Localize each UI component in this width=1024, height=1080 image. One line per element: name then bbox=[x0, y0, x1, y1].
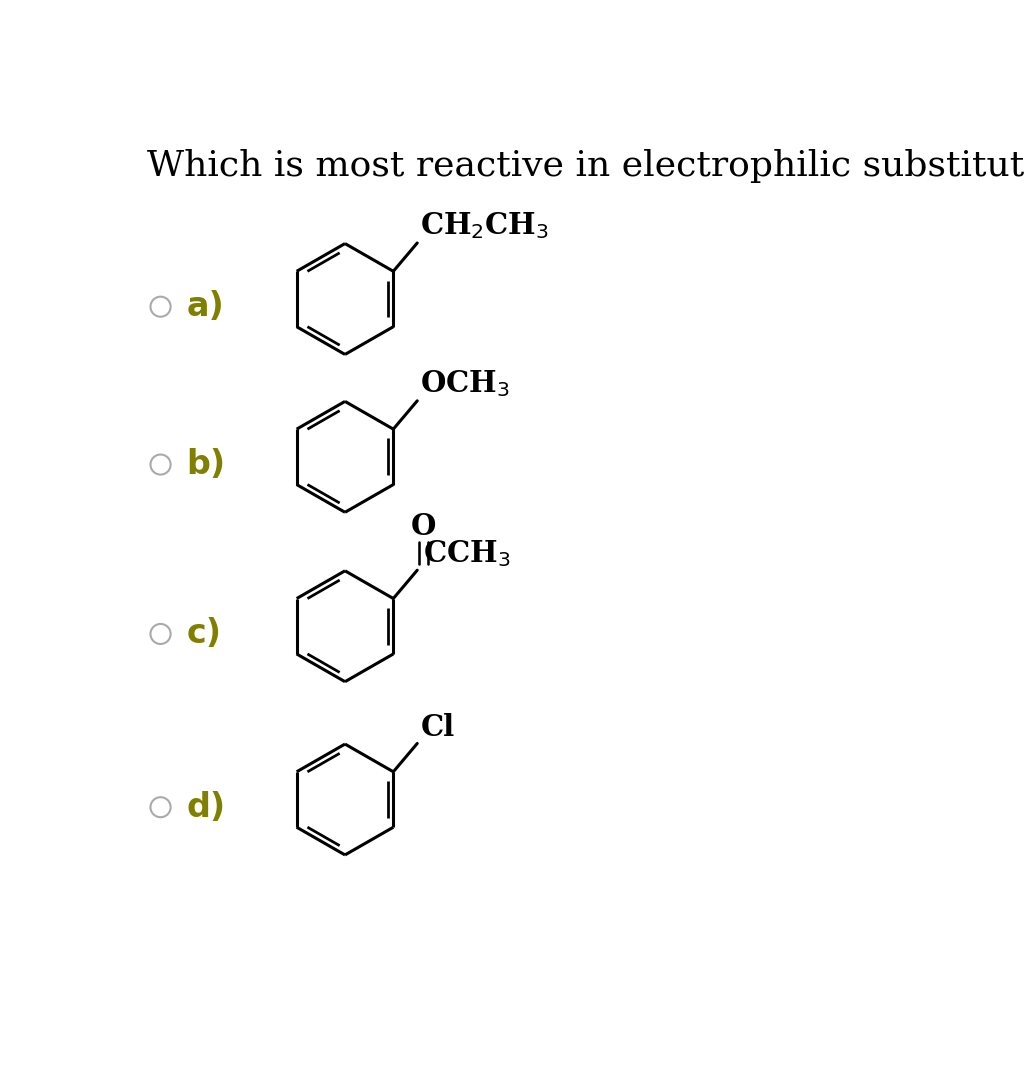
Text: OCH$_3$: OCH$_3$ bbox=[420, 368, 510, 400]
Text: a): a) bbox=[186, 291, 224, 323]
Text: CCH$_3$: CCH$_3$ bbox=[424, 538, 511, 569]
Text: O: O bbox=[411, 512, 436, 541]
Text: c): c) bbox=[186, 618, 221, 650]
Text: d): d) bbox=[186, 791, 225, 824]
Text: CH$_2$CH$_3$: CH$_2$CH$_3$ bbox=[420, 211, 550, 242]
Text: Which is most reactive in electrophilic substitution?: Which is most reactive in electrophilic … bbox=[147, 149, 1024, 183]
Text: b): b) bbox=[186, 448, 225, 481]
Text: Cl: Cl bbox=[420, 713, 455, 742]
